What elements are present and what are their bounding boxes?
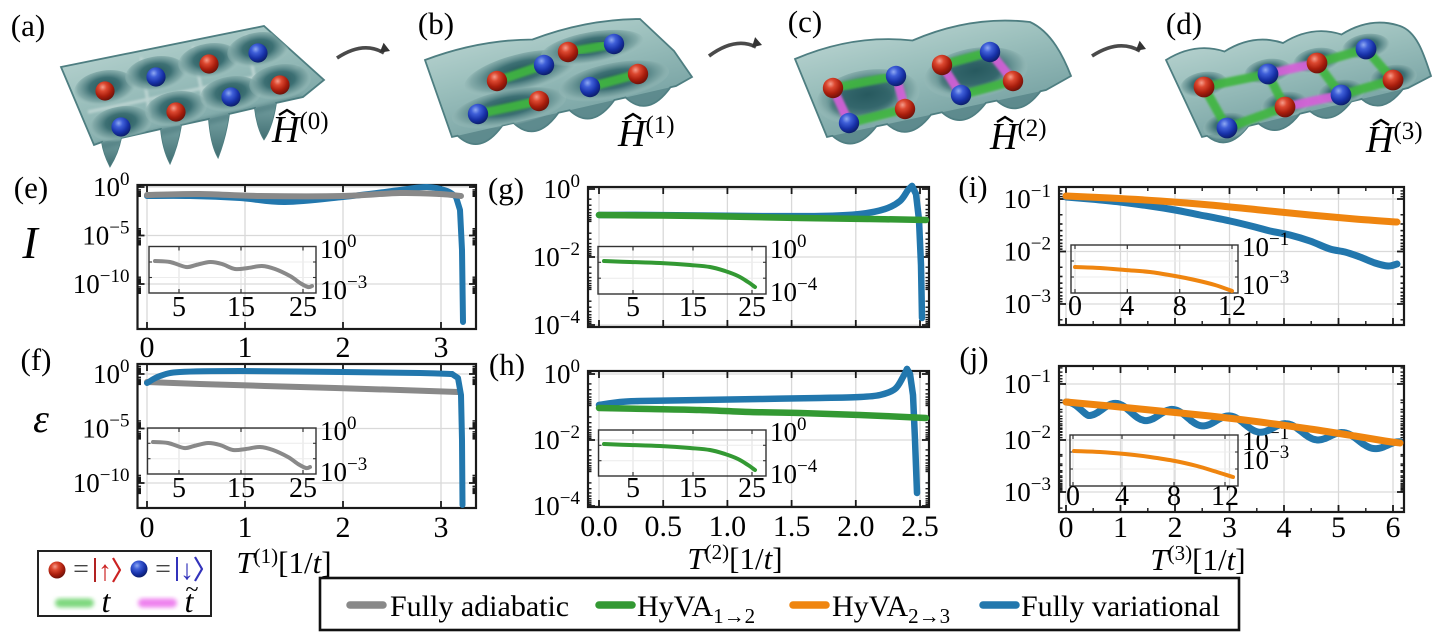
svg-text:100: 100 <box>320 413 357 446</box>
svg-text:H(2): H(2) <box>989 115 1047 158</box>
svg-text:2.5: 2.5 <box>901 510 939 543</box>
svg-text:8: 8 <box>1167 481 1181 512</box>
svg-text:I: I <box>21 217 40 268</box>
svg-text:5: 5 <box>1331 511 1346 544</box>
svg-text:0.0: 0.0 <box>580 510 618 543</box>
svg-text:4: 4 <box>1277 511 1292 544</box>
svg-text:8: 8 <box>1173 291 1187 322</box>
svg-text:15: 15 <box>227 473 255 504</box>
svg-text:25: 25 <box>738 292 766 323</box>
svg-text:H(3): H(3) <box>1365 118 1423 161</box>
svg-text:15: 15 <box>679 473 707 504</box>
svg-text:0.5: 0.5 <box>644 510 682 543</box>
svg-text:0: 0 <box>140 511 155 544</box>
svg-text:(f): (f) <box>21 342 52 377</box>
svg-text:(h): (h) <box>489 347 525 382</box>
svg-text:(a): (a) <box>11 8 45 43</box>
svg-text:10−3: 10−3 <box>320 272 367 305</box>
svg-text:2: 2 <box>336 331 351 364</box>
svg-text:(i): (i) <box>958 169 987 204</box>
svg-text:=: = <box>155 554 171 585</box>
svg-text:t: t <box>102 583 112 619</box>
svg-text:T(3)[1/t]: T(3)[1/t] <box>1150 541 1245 577</box>
svg-text:0: 0 <box>1059 511 1074 544</box>
svg-text:ε: ε <box>33 396 49 441</box>
svg-text:12: 12 <box>1211 481 1239 512</box>
svg-text:5: 5 <box>172 292 186 323</box>
svg-text:(b): (b) <box>418 6 454 41</box>
svg-text:12: 12 <box>1218 291 1246 322</box>
svg-text:25: 25 <box>738 473 766 504</box>
svg-text:3: 3 <box>1222 511 1237 544</box>
svg-text:4: 4 <box>1115 481 1129 512</box>
svg-text:t: t <box>185 583 195 619</box>
svg-text:~: ~ <box>186 577 199 603</box>
svg-text:=: = <box>73 554 89 585</box>
svg-text:10−4: 10−4 <box>770 456 818 489</box>
svg-text:25: 25 <box>289 473 317 504</box>
svg-text:5: 5 <box>172 473 186 504</box>
svg-text:↑: ↑ <box>98 556 112 587</box>
svg-text:1: 1 <box>238 511 253 544</box>
svg-text:10−3: 10−3 <box>1004 474 1051 507</box>
svg-text:(e): (e) <box>14 170 48 205</box>
svg-text:1: 1 <box>1113 511 1128 544</box>
svg-text:0: 0 <box>1068 291 1082 322</box>
svg-text:25: 25 <box>289 292 317 323</box>
svg-text:(c): (c) <box>788 4 822 39</box>
svg-text:15: 15 <box>227 292 255 323</box>
svg-text:10−3: 10−3 <box>1004 286 1051 319</box>
svg-text:5: 5 <box>626 292 640 323</box>
svg-text:H(1): H(1) <box>617 112 675 155</box>
svg-text:15: 15 <box>679 292 707 323</box>
svg-text:1: 1 <box>238 331 253 364</box>
svg-text:2.0: 2.0 <box>837 510 875 543</box>
svg-text:Fully variational: Fully variational <box>1021 590 1220 623</box>
svg-text:(g): (g) <box>488 171 524 206</box>
svg-text:6: 6 <box>1386 511 1401 544</box>
svg-text:10−4: 10−4 <box>533 488 581 521</box>
svg-text:H(0): H(0) <box>271 108 329 151</box>
svg-text:(d): (d) <box>1166 6 1202 41</box>
svg-text:10−1: 10−1 <box>1242 229 1289 262</box>
svg-text:1.0: 1.0 <box>709 510 747 543</box>
svg-text:3: 3 <box>434 331 449 364</box>
svg-text:↓: ↓ <box>180 555 194 586</box>
svg-text:2: 2 <box>1168 511 1183 544</box>
svg-text:10−5: 10−5 <box>82 218 129 251</box>
svg-text:3: 3 <box>434 511 449 544</box>
svg-text:Fully adiabatic: Fully adiabatic <box>390 590 569 623</box>
svg-text:T(2)[1/t]: T(2)[1/t] <box>687 540 782 576</box>
svg-text:2: 2 <box>336 511 351 544</box>
svg-text:0: 0 <box>140 331 155 364</box>
svg-text:4: 4 <box>1120 291 1134 322</box>
svg-text:5: 5 <box>626 473 640 504</box>
svg-text:(j): (j) <box>959 340 988 375</box>
svg-text:1.5: 1.5 <box>773 510 811 543</box>
svg-text:0: 0 <box>1066 481 1080 512</box>
svg-text:T(1)[1/t]: T(1)[1/t] <box>236 544 331 580</box>
